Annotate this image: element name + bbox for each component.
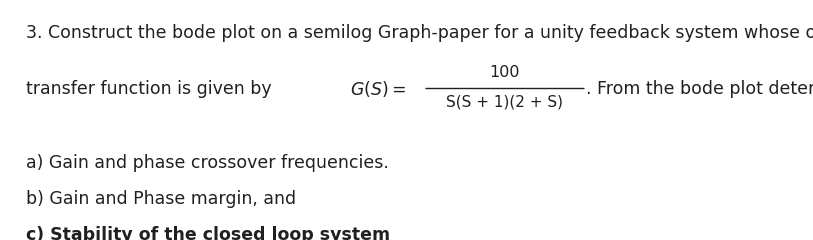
- Text: S(S + 1)(2 + S): S(S + 1)(2 + S): [446, 95, 563, 110]
- Text: $G(S)=$: $G(S)=$: [350, 79, 406, 99]
- Text: 100: 100: [489, 65, 520, 80]
- Text: a) Gain and phase crossover frequencies.: a) Gain and phase crossover frequencies.: [26, 154, 389, 172]
- Text: b) Gain and Phase margin, and: b) Gain and Phase margin, and: [26, 190, 296, 208]
- Text: 3. Construct the bode plot on a semilog Graph-paper for a unity feedback system : 3. Construct the bode plot on a semilog …: [26, 24, 813, 42]
- Text: c) Stability of the closed loop system: c) Stability of the closed loop system: [26, 226, 390, 240]
- Text: . From the bode plot determine: . From the bode plot determine: [586, 80, 813, 98]
- Text: transfer function is given by: transfer function is given by: [26, 80, 277, 98]
